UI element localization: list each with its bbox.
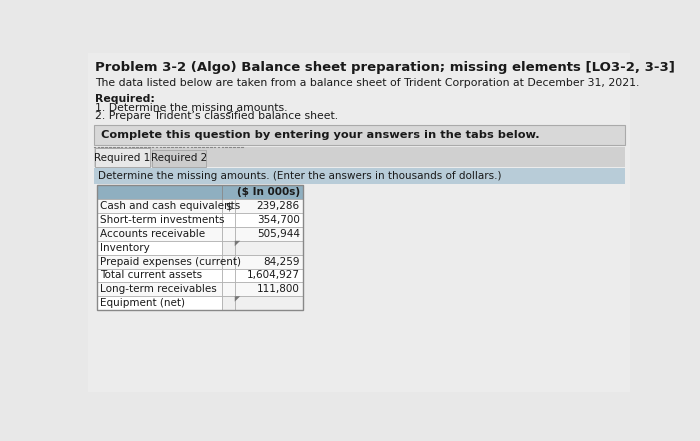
Bar [94, 147, 624, 167]
Bar [223, 227, 234, 241]
Text: Equipment (net): Equipment (net) [100, 298, 185, 308]
Bar [152, 150, 206, 167]
Text: $: $ [225, 201, 232, 211]
Text: Complete this question by entering your answers in the tabs below.: Complete this question by entering your … [102, 130, 540, 140]
Bar [94, 125, 624, 146]
Text: Required 2: Required 2 [150, 153, 207, 164]
Text: 239,286: 239,286 [257, 201, 300, 211]
Polygon shape [234, 296, 240, 302]
Bar [97, 282, 223, 296]
Bar [97, 185, 303, 199]
Bar [97, 296, 223, 310]
Text: Required 1: Required 1 [94, 153, 150, 163]
Bar [223, 199, 234, 213]
Bar [97, 185, 303, 310]
Bar [97, 199, 223, 213]
Text: 354,700: 354,700 [257, 215, 300, 225]
Text: Long-term receivables: Long-term receivables [100, 284, 217, 294]
Polygon shape [234, 241, 240, 246]
Text: ($ In 000s): ($ In 000s) [237, 187, 300, 197]
Text: 1. Determine the missing amounts.: 1. Determine the missing amounts. [95, 103, 288, 113]
Text: Required:: Required: [95, 94, 155, 105]
Text: Determine the missing amounts. (Enter the answers in thousands of dollars.): Determine the missing amounts. (Enter th… [98, 171, 502, 181]
Bar [234, 296, 303, 310]
Bar [234, 282, 303, 296]
Bar [223, 213, 234, 227]
Bar [97, 241, 223, 254]
Text: Total current assets: Total current assets [100, 270, 202, 280]
Bar [97, 227, 223, 241]
Bar [234, 199, 303, 213]
Bar [95, 149, 150, 167]
Text: Accounts receivable: Accounts receivable [100, 229, 205, 239]
Bar [234, 227, 303, 241]
Bar [97, 269, 223, 282]
Bar [234, 213, 303, 227]
Text: Problem 3-2 (Algo) Balance sheet preparation; missing elements [LO3-2, 3-3]: Problem 3-2 (Algo) Balance sheet prepara… [95, 60, 675, 74]
Bar [223, 282, 234, 296]
Text: 2. Prepare Trident’s classified balance sheet.: 2. Prepare Trident’s classified balance … [95, 112, 338, 121]
Text: 1,604,927: 1,604,927 [247, 270, 300, 280]
Bar [234, 241, 303, 254]
Text: 84,259: 84,259 [263, 257, 300, 267]
Bar [223, 269, 234, 282]
Bar [223, 296, 234, 310]
Bar [234, 269, 303, 282]
Text: 111,800: 111,800 [257, 284, 300, 294]
Text: The data listed below are taken from a balance sheet of Trident Corporation at D: The data listed below are taken from a b… [95, 78, 640, 88]
Text: Inventory: Inventory [100, 243, 150, 253]
Bar [94, 168, 624, 184]
Text: 505,944: 505,944 [257, 229, 300, 239]
Bar [223, 254, 234, 269]
Bar [234, 254, 303, 269]
Text: Short-term investments: Short-term investments [100, 215, 225, 225]
Bar [97, 213, 223, 227]
Bar [97, 254, 223, 269]
Text: Prepaid expenses (current): Prepaid expenses (current) [100, 257, 241, 267]
Bar [223, 241, 234, 254]
Text: Cash and cash equivalents: Cash and cash equivalents [100, 201, 240, 211]
